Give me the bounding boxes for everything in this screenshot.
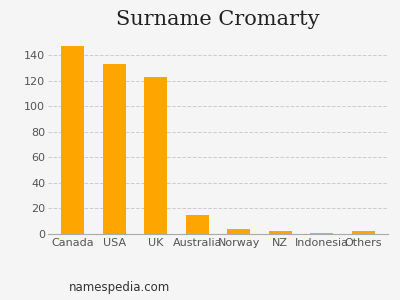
Bar (186, 215, 209, 234)
Bar (103, 64, 126, 234)
Text: namespedia.com: namespedia.com (69, 281, 171, 294)
Bar (144, 77, 167, 234)
Bar (310, 233, 333, 234)
Bar (352, 231, 374, 234)
Title: Surname Cromarty: Surname Cromarty (116, 10, 320, 29)
Bar (227, 229, 250, 234)
Bar (62, 46, 84, 234)
Bar (269, 231, 292, 234)
